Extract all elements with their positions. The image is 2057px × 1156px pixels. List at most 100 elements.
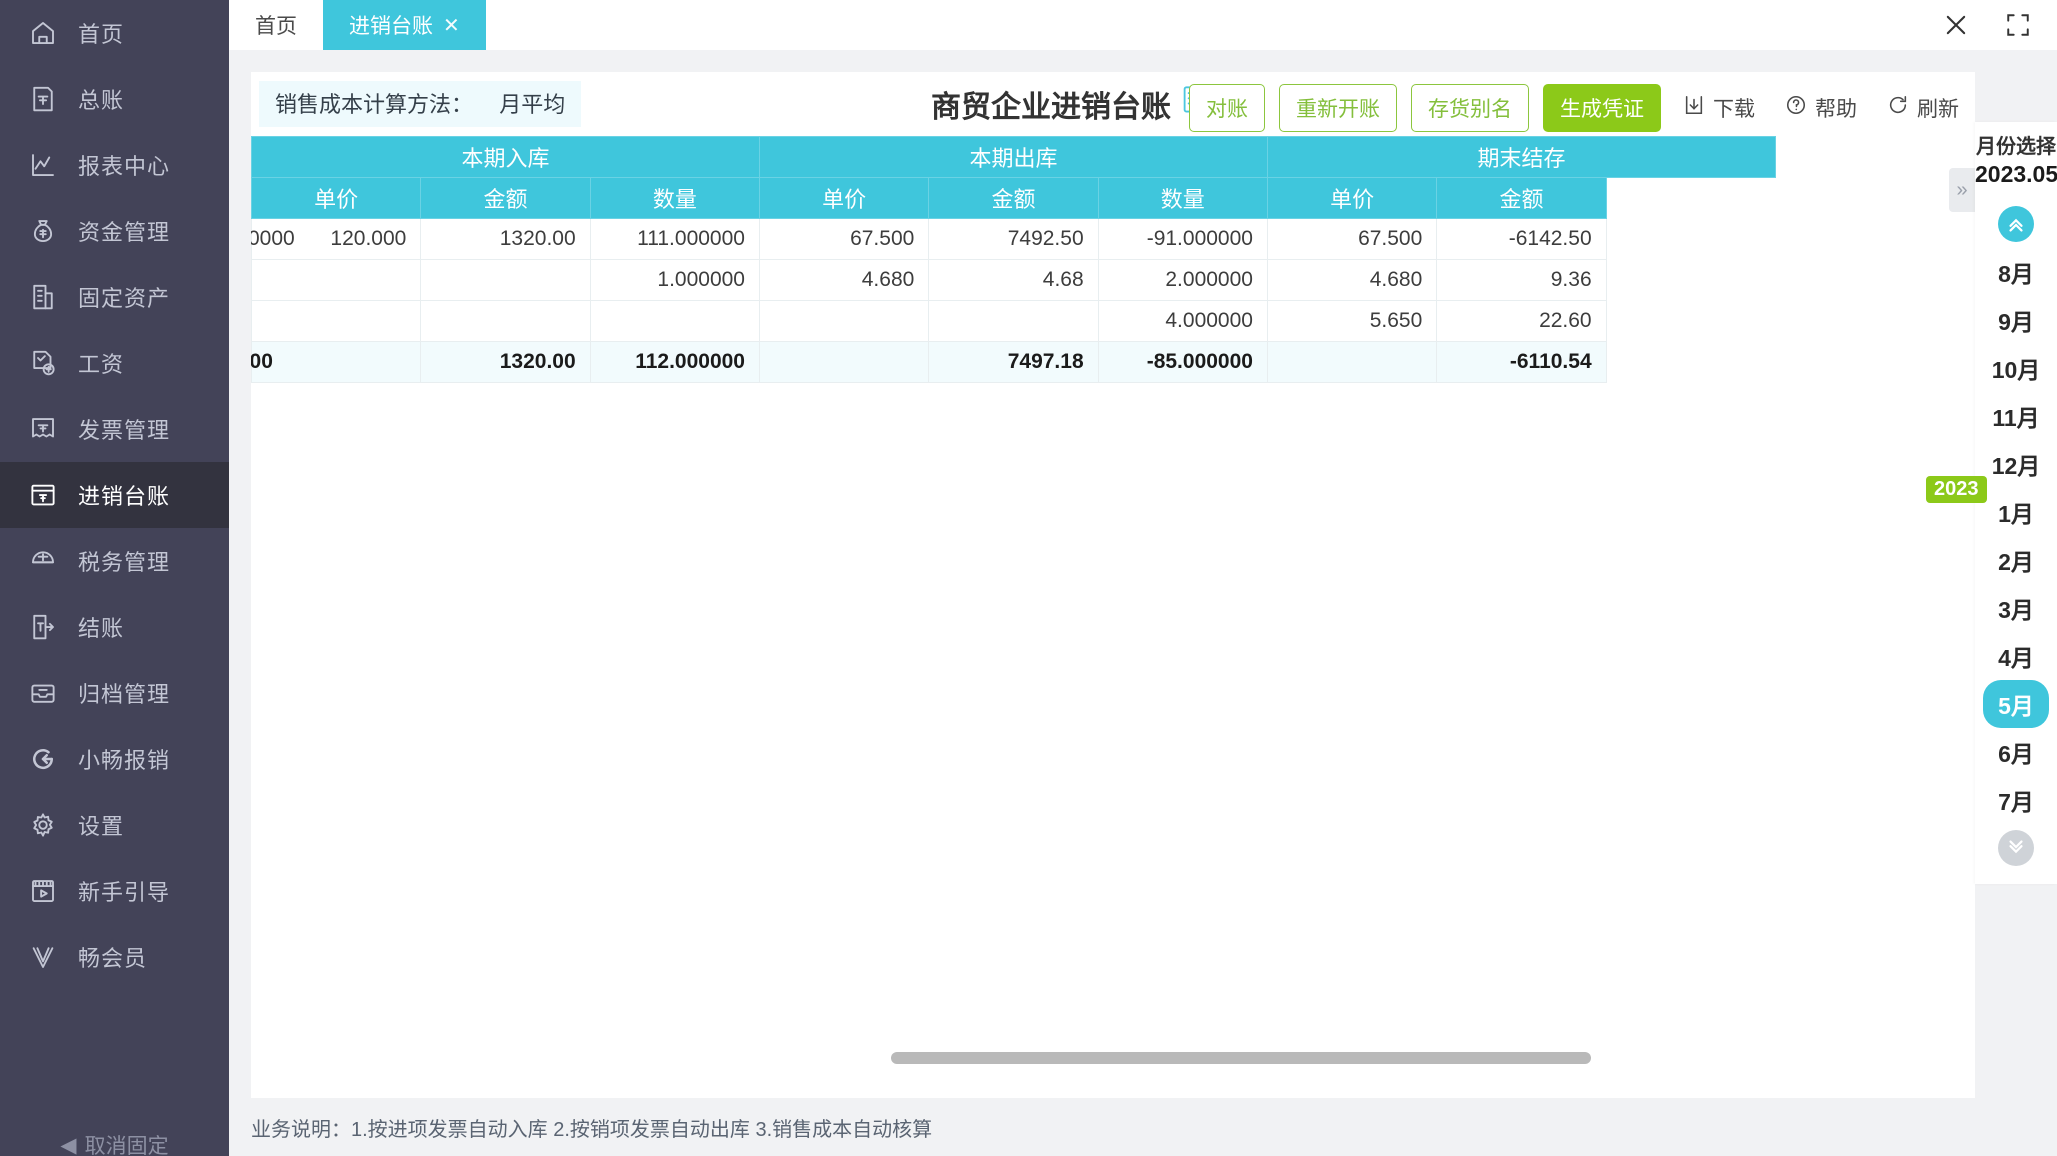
cell-value: 22.60 [1539, 309, 1592, 332]
chevron-up-icon[interactable] [1998, 206, 2034, 242]
inventory-alias-button[interactable]: 存货别名 [1411, 84, 1529, 132]
reconcile-button[interactable]: 对账 [1189, 84, 1265, 132]
cell-value: 7497.18 [1007, 350, 1084, 373]
sidebar-item-10[interactable]: 归档管理 [0, 660, 229, 726]
table-cell [251, 300, 422, 342]
month-option-2[interactable]: 10月 [1975, 344, 2057, 392]
sidebar-item-14[interactable]: 畅会员 [0, 924, 229, 990]
column-header-2[interactable]: 金额 [420, 177, 591, 219]
tab-list: 首页 进销台账 ✕ [229, 0, 486, 50]
sidebar-item-6[interactable]: 发票管理 [0, 396, 229, 462]
sidebar-item-label: 首页 [78, 22, 125, 47]
sidebar-item-label: 税务管理 [78, 550, 171, 575]
table-cell: 4.000000 [1097, 300, 1268, 342]
sidebar-pin-toggle[interactable]: ◀ 取消固定 [0, 1128, 229, 1156]
column-header-4[interactable]: 单价 [758, 177, 930, 219]
table-row[interactable]: 4.000000 5.650 22.60 [251, 300, 1776, 342]
refresh-label: 刷新 [1917, 98, 1959, 121]
month-option-11[interactable]: 7月 [1975, 776, 2057, 824]
total-cell: 1320.00 [420, 341, 591, 383]
column-header-1[interactable]: 单价 [251, 177, 422, 219]
page-body: 销售成本计算方法： 月平均 商贸企业进销台账 [229, 50, 2057, 1156]
sheet-title-text: 商贸企业进销台账 [931, 91, 1171, 124]
ledger-book-icon [26, 478, 60, 512]
building-icon [26, 280, 60, 314]
help-button[interactable]: 帮助 [1777, 87, 1865, 129]
column-header-7[interactable]: 单价 [1266, 177, 1438, 219]
generate-voucher-button[interactable]: 生成凭证 [1543, 84, 1661, 132]
month-option-10[interactable]: 6月 [1975, 728, 2057, 776]
tab-close-icon[interactable]: ✕ [443, 14, 460, 37]
cell-value: 5.650 [1369, 309, 1423, 332]
month-option-1[interactable]: 9月 [1975, 296, 2057, 344]
close-icon[interactable] [1939, 8, 1973, 42]
cell-value: 67.500 [1358, 227, 1423, 250]
help-icon [1785, 94, 1807, 122]
sidebar-item-11[interactable]: 小畅报销 [0, 726, 229, 792]
main-area: 首页 进销台账 ✕ 销售成本计算方法 [229, 0, 2057, 1156]
sidebar-item-12[interactable]: 设置 [0, 792, 229, 858]
sidebar-item-3[interactable]: 资金管理 [0, 198, 229, 264]
column-header-8[interactable]: 金额 [1436, 177, 1607, 219]
sidebar-item-0[interactable]: 首页 [0, 0, 229, 66]
reopen-account-button[interactable]: 重新开账 [1279, 84, 1397, 132]
cell-value: .000000 [251, 350, 273, 373]
tab-bar: 首页 进销台账 ✕ [229, 0, 2057, 50]
month-label: 1月 [1998, 501, 2034, 527]
cost-method-value: 月平均 [499, 92, 566, 117]
chevron-down-icon[interactable] [1998, 830, 2034, 866]
tab-label: 进销台账 [349, 15, 433, 38]
column-header-6[interactable]: 数量 [1097, 177, 1268, 219]
month-option-9[interactable]: 5月 [1983, 680, 2049, 728]
sidebar-item-2[interactable]: 报表中心 [0, 132, 229, 198]
table-row[interactable]: 1.000000 4.680 4.68 2.000000 4.680 9.36 [251, 259, 1776, 301]
tab-1[interactable]: 进销台账 ✕ [323, 0, 486, 50]
cell-value: 67.500 [850, 227, 915, 250]
sidebar-item-1[interactable]: 总账 [0, 66, 229, 132]
cost-method-display[interactable]: 销售成本计算方法： 月平均 [259, 81, 582, 127]
cell-value: 111.000000 [637, 227, 745, 250]
sidebar: 首页总账报表中心资金管理固定资产工资 发票管理 进销台账税务管理结账归档管理小畅报销… [0, 0, 229, 1156]
column-header-label: 金额 [483, 187, 528, 212]
sidebar-item-13[interactable]: 新手引导 [0, 858, 229, 924]
month-option-3[interactable]: 11月 [1975, 392, 2057, 440]
download-button[interactable]: 下载 [1675, 87, 1763, 129]
scrollbar-thumb[interactable] [891, 1052, 1591, 1064]
table-row[interactable]: 11.000000 120.000 1320.00 111.000000 67.500 7… [251, 218, 1776, 260]
group-header-row: 本期入库 本期出库 期末结存 [251, 136, 1777, 178]
sidebar-item-9[interactable]: 结账 [0, 594, 229, 660]
column-header-5[interactable]: 金额 [928, 177, 1099, 219]
table-cell: 1.000000 [589, 259, 760, 301]
month-option-6[interactable]: 2月 [1975, 536, 2057, 584]
column-header-3[interactable]: 数量 [589, 177, 760, 219]
month-label: 12月 [1991, 453, 2041, 479]
month-option-8[interactable]: 4月 [1975, 632, 2057, 680]
fullscreen-icon[interactable] [2001, 8, 2035, 42]
tab-0[interactable]: 首页 [229, 0, 323, 50]
month-option-7[interactable]: 3月 [1975, 584, 2057, 632]
refresh-button[interactable]: 刷新 [1879, 87, 1967, 129]
horizontal-scrollbar[interactable] [251, 1052, 1975, 1064]
collapse-panel-handle[interactable]: » [1949, 168, 1975, 212]
sidebar-item-label: 归档管理 [78, 682, 171, 707]
cell-value: 4.000000 [1165, 309, 1253, 332]
sidebar-item-label: 报表中心 [78, 154, 171, 179]
sidebar-item-5[interactable]: 工资 [0, 330, 229, 396]
sidebar-nav: 首页总账报表中心资金管理固定资产工资 发票管理 进销台账税务管理结账归档管理小畅报销… [0, 0, 229, 990]
month-option-4[interactable]: 12月 [1975, 440, 2057, 488]
month-option-5[interactable]: 1月 [1975, 488, 2057, 536]
sidebar-item-label: 固定资产 [78, 286, 171, 311]
sidebar-item-7[interactable]: 进销台账 [0, 462, 229, 528]
total-cell: 112.000000 [589, 341, 760, 383]
cell-value: 2.000000 [1165, 268, 1253, 291]
month-label: 5月 [1998, 693, 2034, 719]
sidebar-item-8[interactable]: 税务管理 [0, 528, 229, 594]
sidebar-item-4[interactable]: 固定资产 [0, 264, 229, 330]
sidebar-item-label: 资金管理 [78, 220, 171, 245]
month-option-0[interactable]: 8月 [1975, 248, 2057, 296]
tab-label: 首页 [255, 15, 297, 38]
table-cell [589, 300, 760, 342]
month-label: 2月 [1998, 549, 2034, 575]
sheet-header: 销售成本计算方法： 月平均 商贸企业进销台账 [251, 72, 1975, 136]
year-badge[interactable]: 2023 [1926, 476, 1987, 503]
